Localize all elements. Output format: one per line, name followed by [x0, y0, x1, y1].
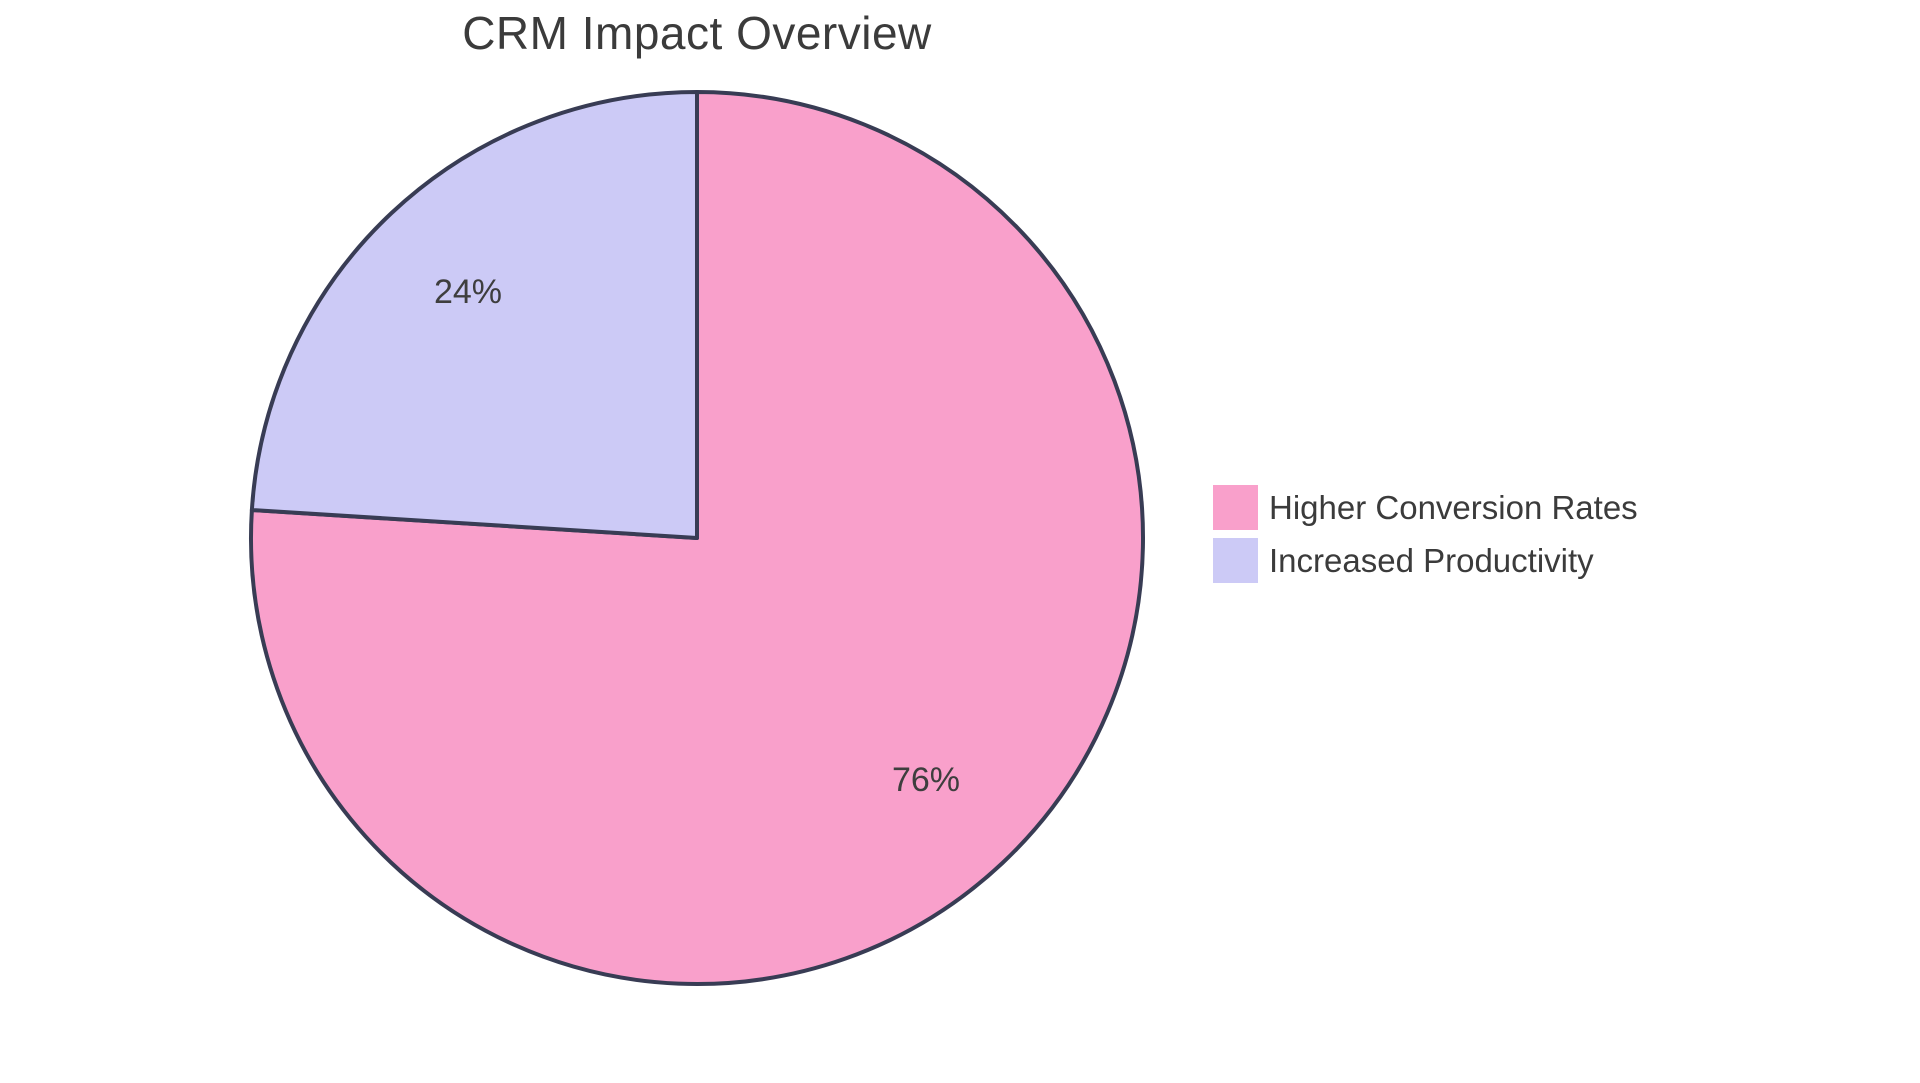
- slice-percent-label-0: 76%: [892, 761, 960, 799]
- chart-title: CRM Impact Overview: [462, 7, 932, 59]
- legend-label: Increased Productivity: [1269, 541, 1594, 579]
- legend: Higher Conversion Rates Increased Produc…: [1213, 485, 1638, 583]
- legend-label: Higher Conversion Rates: [1269, 488, 1638, 526]
- legend-swatch[interactable]: [1213, 538, 1258, 583]
- pie-slice-1[interactable]: [249, 90, 699, 540]
- slice-percent-label-1: 24%: [434, 273, 502, 311]
- legend-item-increased-productivity[interactable]: Increased Productivity: [1213, 538, 1638, 583]
- legend-item-higher-conversion-rates[interactable]: Higher Conversion Rates: [1213, 485, 1638, 530]
- pie-chart: 76% 24%: [249, 90, 1145, 986]
- legend-swatch[interactable]: [1213, 485, 1258, 530]
